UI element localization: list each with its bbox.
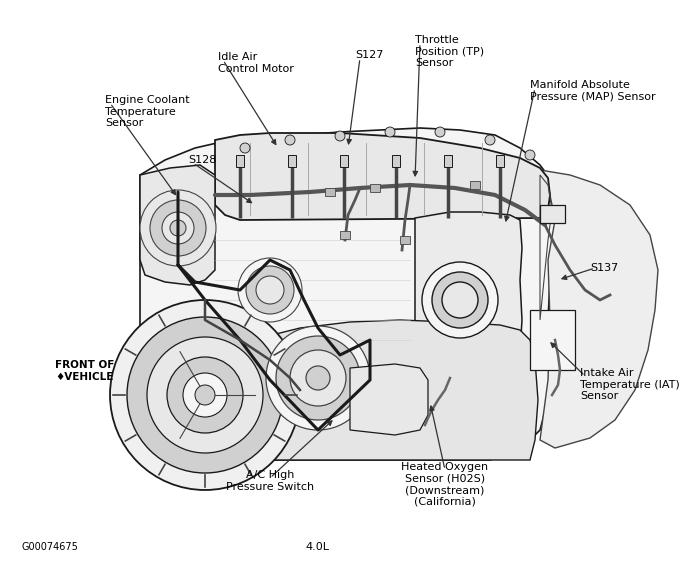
- Bar: [288, 155, 296, 167]
- Circle shape: [240, 143, 250, 153]
- Circle shape: [127, 317, 283, 473]
- Circle shape: [290, 350, 346, 406]
- Circle shape: [306, 366, 330, 390]
- Text: FRONT OF
♦VEHICLE: FRONT OF ♦VEHICLE: [55, 360, 114, 382]
- Text: Idle Air
Control Motor: Idle Air Control Motor: [218, 52, 294, 74]
- Polygon shape: [540, 170, 658, 448]
- Text: Manifold Absolute
Pressure (MAP) Sensor: Manifold Absolute Pressure (MAP) Sensor: [530, 80, 656, 101]
- Circle shape: [385, 127, 395, 137]
- Polygon shape: [350, 364, 428, 435]
- Circle shape: [432, 272, 488, 328]
- Bar: [496, 155, 504, 167]
- Circle shape: [147, 337, 263, 453]
- Bar: [470, 181, 480, 189]
- Circle shape: [246, 266, 294, 314]
- Circle shape: [170, 220, 186, 236]
- Circle shape: [525, 150, 535, 160]
- Text: S127: S127: [355, 50, 384, 60]
- Polygon shape: [140, 128, 560, 460]
- Bar: [400, 236, 410, 244]
- Bar: [340, 155, 348, 167]
- Circle shape: [266, 326, 370, 430]
- Circle shape: [183, 373, 227, 417]
- Circle shape: [195, 385, 215, 405]
- Circle shape: [435, 127, 445, 137]
- Circle shape: [238, 258, 302, 322]
- Circle shape: [422, 262, 498, 338]
- Text: Throttle
Position (TP)
Sensor: Throttle Position (TP) Sensor: [415, 35, 484, 68]
- Circle shape: [162, 212, 194, 244]
- Circle shape: [485, 135, 495, 145]
- Text: Engine Coolant
Temperature
Sensor: Engine Coolant Temperature Sensor: [105, 95, 190, 128]
- Bar: [540, 205, 565, 223]
- Circle shape: [150, 200, 206, 256]
- Text: Intake Air
Temperature (IAT)
Sensor: Intake Air Temperature (IAT) Sensor: [580, 368, 680, 401]
- Bar: [325, 188, 335, 196]
- Text: A/C High
Pressure Switch: A/C High Pressure Switch: [226, 470, 314, 492]
- Bar: [530, 310, 575, 370]
- Circle shape: [110, 300, 300, 490]
- Text: 4.0L: 4.0L: [305, 542, 329, 552]
- Text: S137: S137: [590, 263, 618, 273]
- Bar: [236, 155, 244, 167]
- Circle shape: [285, 135, 295, 145]
- Circle shape: [140, 190, 216, 266]
- Polygon shape: [415, 212, 522, 380]
- Circle shape: [276, 336, 360, 420]
- Circle shape: [167, 357, 243, 433]
- Polygon shape: [140, 165, 215, 285]
- Text: S128: S128: [188, 155, 216, 165]
- Circle shape: [335, 131, 345, 141]
- Text: Heated Oxygen
Sensor (H02S)
(Downstream)
(California): Heated Oxygen Sensor (H02S) (Downstream)…: [401, 462, 489, 507]
- Polygon shape: [165, 320, 538, 460]
- Circle shape: [442, 282, 478, 318]
- Text: G00074675: G00074675: [22, 542, 79, 552]
- Polygon shape: [215, 133, 550, 220]
- Bar: [340, 231, 350, 239]
- Circle shape: [256, 276, 284, 304]
- Bar: [444, 155, 452, 167]
- Bar: [392, 155, 400, 167]
- Bar: [370, 184, 380, 192]
